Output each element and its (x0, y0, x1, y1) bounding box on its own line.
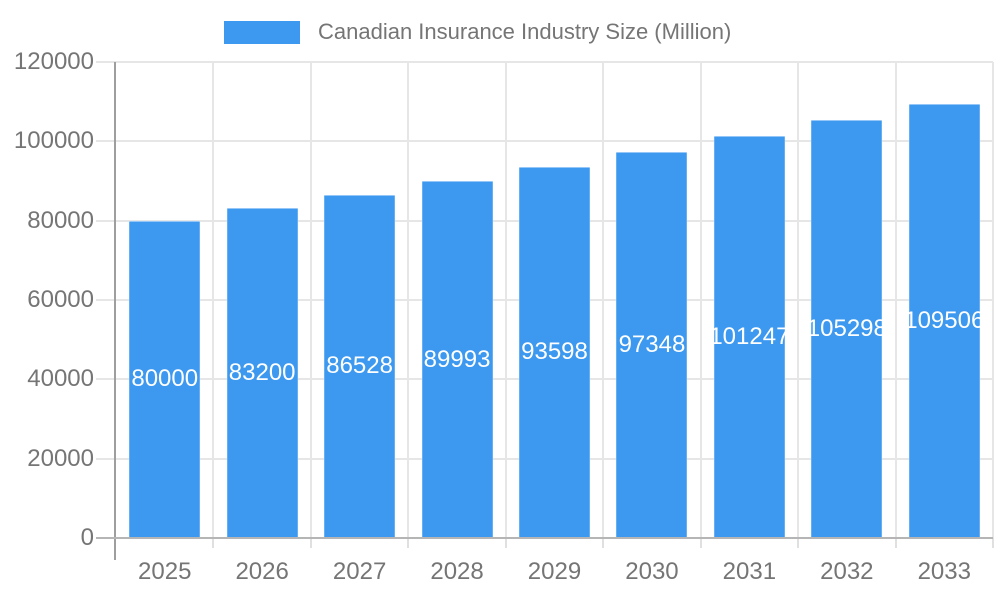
x-tick-label: 2033 (917, 558, 971, 585)
x-axis-baseline (96, 537, 993, 539)
plot-area: 80000 83200 86528 89993 93598 97348 101247 1052… (96, 61, 994, 548)
axis-tick (309, 538, 312, 548)
bar-value-label: 109506 (904, 306, 985, 334)
bar-value-label: 105298 (806, 315, 887, 343)
bar-value-label: 80000 (131, 365, 199, 393)
bar (226, 207, 298, 538)
axis-tick (797, 538, 800, 548)
x-axis: 2025 2026 2027 2028 2029 2030 2031 2032 2033 (116, 557, 993, 591)
bar (421, 181, 493, 538)
y-tick-label: 20000 (27, 444, 94, 472)
x-tick-label: 2028 (430, 558, 484, 585)
x-tick-label: 2027 (332, 558, 387, 585)
v-gridline (699, 62, 702, 538)
v-gridline (212, 62, 215, 538)
legend-swatch-icon (224, 20, 300, 44)
bar (908, 103, 980, 538)
y-tick-label: 40000 (27, 365, 94, 393)
x-tick-label: 2030 (625, 558, 679, 585)
axis-tick (699, 538, 702, 548)
v-gridline (602, 62, 605, 538)
y-tick-label: 120000 (13, 48, 94, 75)
axis-tick (992, 538, 994, 548)
v-gridline (309, 62, 312, 538)
v-gridline (992, 62, 994, 538)
y-tick-label: 60000 (27, 286, 94, 313)
y-axis-line (114, 62, 116, 560)
x-tick-label: 2029 (527, 558, 582, 585)
bar-value-label: 86528 (326, 352, 393, 380)
bar-value-label: 101247 (709, 323, 790, 351)
bar (324, 194, 396, 538)
bar-value-label: 93598 (521, 338, 588, 366)
v-gridline (894, 62, 897, 538)
x-tick-label: 2031 (722, 558, 777, 585)
y-tick-label: 0 (80, 524, 94, 551)
bar-value-label: 89993 (423, 345, 491, 373)
x-tick-label: 2026 (235, 558, 289, 585)
bar (811, 120, 883, 538)
legend-label: Canadian Insurance Industry Size (Millio… (318, 19, 732, 44)
v-gridline (504, 62, 507, 538)
y-tick-label: 80000 (27, 206, 94, 234)
bar (713, 136, 785, 538)
axis-tick (602, 538, 605, 548)
h-gridline (96, 61, 993, 63)
axis-tick (894, 538, 897, 548)
x-tick-label: 2025 (138, 558, 192, 585)
bar-value-label: 83200 (228, 358, 296, 386)
x-tick-label: 2032 (820, 558, 874, 585)
axis-tick (407, 538, 410, 548)
axis-tick (212, 538, 215, 548)
bar-value-label: 97348 (618, 330, 686, 358)
v-gridline (797, 62, 800, 538)
bar (129, 220, 201, 538)
bar (519, 166, 590, 538)
y-tick-label: 100000 (13, 127, 94, 155)
h-gridline (96, 140, 993, 143)
chart-legend: Canadian Insurance Industry Size (Millio… (224, 19, 731, 45)
bar (616, 151, 688, 538)
v-gridline (407, 62, 410, 538)
y-axis: 0 20000 40000 60000 80000 100000 120000 (0, 0, 94, 600)
axis-tick (504, 538, 507, 548)
